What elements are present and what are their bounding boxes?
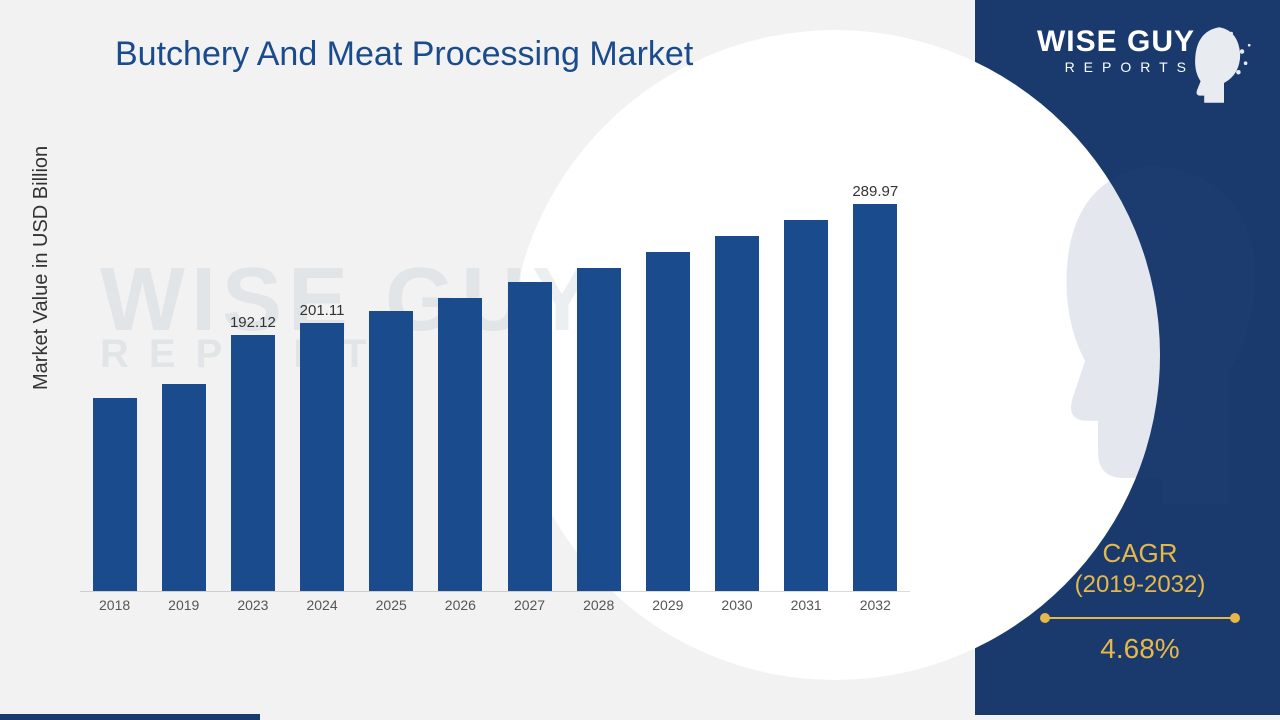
bar xyxy=(162,384,206,591)
bar-chart: 20182019192.122023201.112024202520262027… xyxy=(80,160,910,620)
cagr-range: (2019-2032) xyxy=(1000,571,1280,599)
bar-wrapper: 2019 xyxy=(152,384,215,591)
bar-category-label: 2027 xyxy=(514,597,545,613)
y-axis-label: Market Value in USD Billion xyxy=(30,146,53,390)
cagr-value: 4.68% xyxy=(1000,633,1280,665)
bar-category-label: 2032 xyxy=(860,597,891,613)
logo-text-sub: REPORTS xyxy=(1037,59,1195,75)
bar xyxy=(438,298,482,591)
bar-category-label: 2019 xyxy=(168,597,199,613)
bar-value-label: 289.97 xyxy=(852,183,898,200)
bar xyxy=(646,252,690,591)
bar-wrapper: 2031 xyxy=(775,220,838,591)
bar-category-label: 2028 xyxy=(583,597,614,613)
bar-category-label: 2030 xyxy=(721,597,752,613)
bar-category-label: 2025 xyxy=(376,597,407,613)
bar-wrapper: 2029 xyxy=(636,252,699,591)
bar-wrapper: 2027 xyxy=(498,282,561,591)
bar-category-label: 2026 xyxy=(445,597,476,613)
bar xyxy=(715,236,759,591)
bar xyxy=(577,268,621,591)
bar-wrapper: 192.122023 xyxy=(221,335,284,591)
bar-wrapper: 289.972032 xyxy=(844,204,907,591)
bar xyxy=(300,323,344,591)
bar-wrapper: 2018 xyxy=(83,398,146,591)
cagr-divider-icon xyxy=(1045,617,1235,619)
bar xyxy=(508,282,552,591)
bars-container: 20182019192.122023201.112024202520262027… xyxy=(80,162,910,592)
bar-category-label: 2031 xyxy=(791,597,822,613)
bar-wrapper: 2025 xyxy=(360,311,423,591)
bar-wrapper: 2028 xyxy=(567,268,630,591)
bar-category-label: 2023 xyxy=(237,597,268,613)
bar-wrapper: 2026 xyxy=(429,298,492,591)
bar xyxy=(369,311,413,591)
chart-title: Butchery And Meat Processing Market xyxy=(115,35,693,74)
logo-text-main: WISE GUY xyxy=(1037,25,1195,58)
bar xyxy=(853,204,897,591)
bar xyxy=(231,335,275,591)
bar-category-label: 2029 xyxy=(652,597,683,613)
bar-value-label: 201.11 xyxy=(300,302,345,319)
bar-category-label: 2024 xyxy=(306,597,337,613)
cagr-label: CAGR xyxy=(1000,538,1280,569)
bar-wrapper: 201.112024 xyxy=(291,323,354,591)
bar xyxy=(784,220,828,591)
cagr-block: CAGR (2019-2032) 4.68% xyxy=(1000,538,1280,665)
bar-category-label: 2018 xyxy=(99,597,130,613)
brand-logo: WISE GUY REPORTS xyxy=(1037,25,1250,75)
bar xyxy=(93,398,137,591)
bottom-accent-strip xyxy=(0,714,260,720)
bar-value-label: 192.12 xyxy=(230,314,276,331)
head-silhouette-decoration xyxy=(1020,140,1280,520)
bar-wrapper: 2030 xyxy=(705,236,768,591)
